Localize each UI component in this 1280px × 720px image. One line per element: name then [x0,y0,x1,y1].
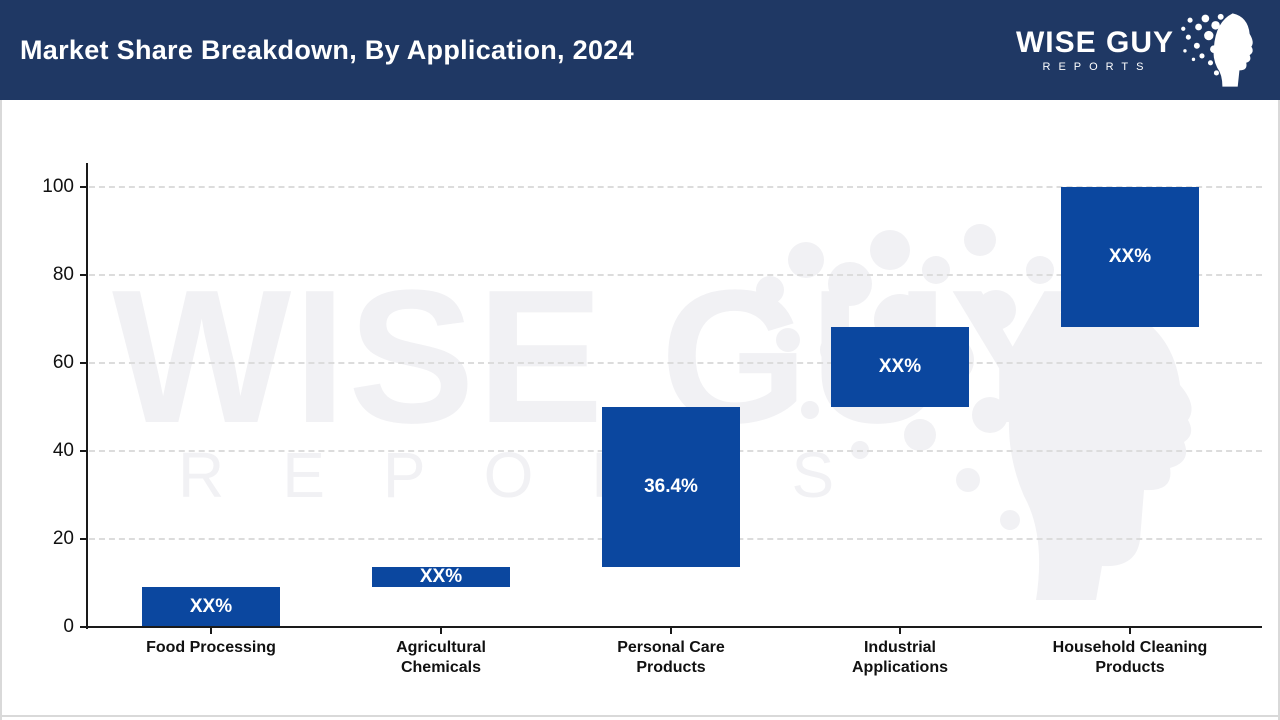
bar-5: XX% [1061,187,1199,327]
x-category-label-line: Personal Care [617,639,725,656]
bar-4: XX% [831,326,969,407]
x-tick [440,628,442,634]
y-tick-label: 0 [63,616,74,637]
gridline-60 [89,362,1262,364]
bar-value-label: XX% [419,566,463,588]
logo-wiseguy-label: WISE GUY [1015,25,1174,59]
y-tick [80,274,86,276]
y-tick-label: 100 [42,176,74,197]
x-category-label: Household Cleaning Products [1010,638,1250,678]
x-category-label: Agricultural Chemicals [321,638,561,678]
bar-value-label: XX% [878,355,922,377]
y-tick [80,450,86,452]
gridline-100 [89,186,1262,188]
header: Market Share Breakdown, By Application, … [0,0,1280,100]
frame-bottom-edge [0,715,1280,717]
y-tick-label: 20 [52,528,74,549]
x-category-label-line: Food Processing [146,639,276,656]
x-category-label-line: Chemicals [400,659,482,676]
x-category-label-line: Industrial [863,639,936,656]
bar-1: XX% [142,587,280,627]
y-tick [80,626,86,628]
y-tick-label: 80 [52,264,74,285]
x-tick [899,628,901,634]
x-category-label: Food Processing [91,638,331,658]
brand-logo: WISE GUY REPORTS [1016,10,1262,90]
logo-head-icon [1181,13,1253,87]
bar-3: 36.4% [602,407,740,568]
y-axis [86,163,88,629]
bar-value-label: 36.4% [644,476,698,498]
x-tick [670,628,672,634]
x-category-label-line: Products [1095,659,1165,676]
bar-value-label: XX% [189,596,233,618]
gridline-80 [89,274,1262,276]
x-category-label: Personal Care Products [551,638,791,678]
frame-left-edge [0,100,2,720]
x-category-label-line: Agricultural [396,639,486,656]
x-category-label: Industrial Applications [780,638,1020,678]
page-title: Market Share Breakdown, By Application, … [20,34,634,65]
frame-right-edge [1278,100,1280,720]
y-tick-label: 60 [52,352,74,373]
y-tick [80,186,86,188]
bar-value-label: XX% [1108,245,1152,267]
x-category-label-line: Applications [851,659,948,676]
x-tick [210,628,212,634]
x-category-label-line: Household Cleaning [1052,639,1208,656]
y-tick [80,538,86,540]
y-tick-label: 40 [52,440,74,461]
logo-text: WISE GUY REPORTS [1015,25,1174,73]
bar-2: XX% [372,566,510,588]
logo-reports-label: REPORTS [1042,60,1152,73]
x-axis [86,626,1262,628]
y-tick [80,362,86,364]
x-category-label-line: Products [636,659,706,676]
x-tick [1129,628,1131,634]
